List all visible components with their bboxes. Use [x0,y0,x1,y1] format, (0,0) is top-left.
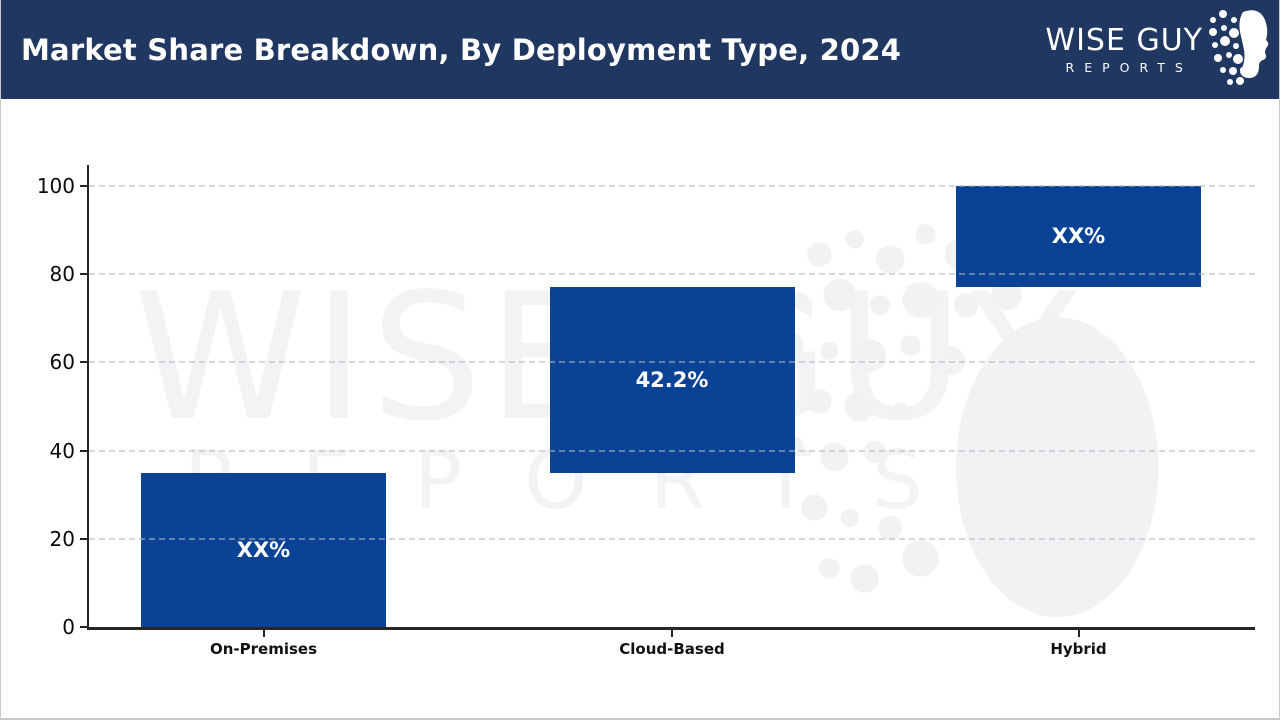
x-axis-tick [671,630,673,637]
y-axis-tick-label: 0 [62,615,75,639]
y-axis-tick-label: 80 [49,262,75,287]
waterfall-chart: 0 20 40 60 80 100 XX% 42.2% XX% On-Premises Cloud-… [1,99,1279,718]
y-axis-tick-label: 40 [49,438,75,463]
waterfall-bar-segment: XX% [141,472,386,627]
y-gridline [89,273,1255,276]
x-axis-category-label: Hybrid [1050,640,1107,658]
x-axis-tick [1077,630,1080,637]
y-axis-tick [80,449,87,452]
y-gridline [89,537,1255,540]
x-axis-category-label: On-Premises [209,640,318,658]
x-axis-line [87,627,1255,630]
x-axis-category-label: Cloud-Based [619,640,725,658]
header-bar: Market Share Breakdown, By Deployment Ty… [1,0,1279,99]
chart-area: WISE GUY REPORTS 0 20 40 60 80 100 XX% [1,99,1279,718]
bar-value-label: XX% [1051,224,1106,249]
wiseguy-logo: WISE GUY REPORTS [1045,4,1271,96]
y-axis-tick [80,185,87,187]
y-axis-tick [80,273,87,276]
y-gridline [89,185,1255,187]
logo-text: WISE GUY REPORTS [1045,25,1203,75]
y-axis-tick [80,537,87,540]
waterfall-bar-segment: XX% [956,186,1201,287]
y-gridline [89,361,1255,364]
page-title: Market Share Breakdown, By Deployment Ty… [21,32,902,67]
y-axis-tick [80,626,87,628]
y-axis-line [87,165,89,630]
y-axis-tick-label: 20 [49,526,75,551]
waterfall-bar-segment: 42.2% [549,286,795,473]
x-axis-tick [262,630,265,637]
y-gridline [89,449,1255,452]
logo-wordmark: WISE GUY [1045,23,1203,59]
bar-value-label: 42.2% [635,367,709,392]
bar-value-label: XX% [236,537,291,562]
wiseguy-head-logo-icon [1209,10,1269,85]
logo-subtitle: REPORTS [1065,59,1193,75]
y-axis-tick-label: 100 [36,174,75,198]
y-axis-tick-label: 60 [49,350,75,375]
y-axis-tick [80,361,87,364]
